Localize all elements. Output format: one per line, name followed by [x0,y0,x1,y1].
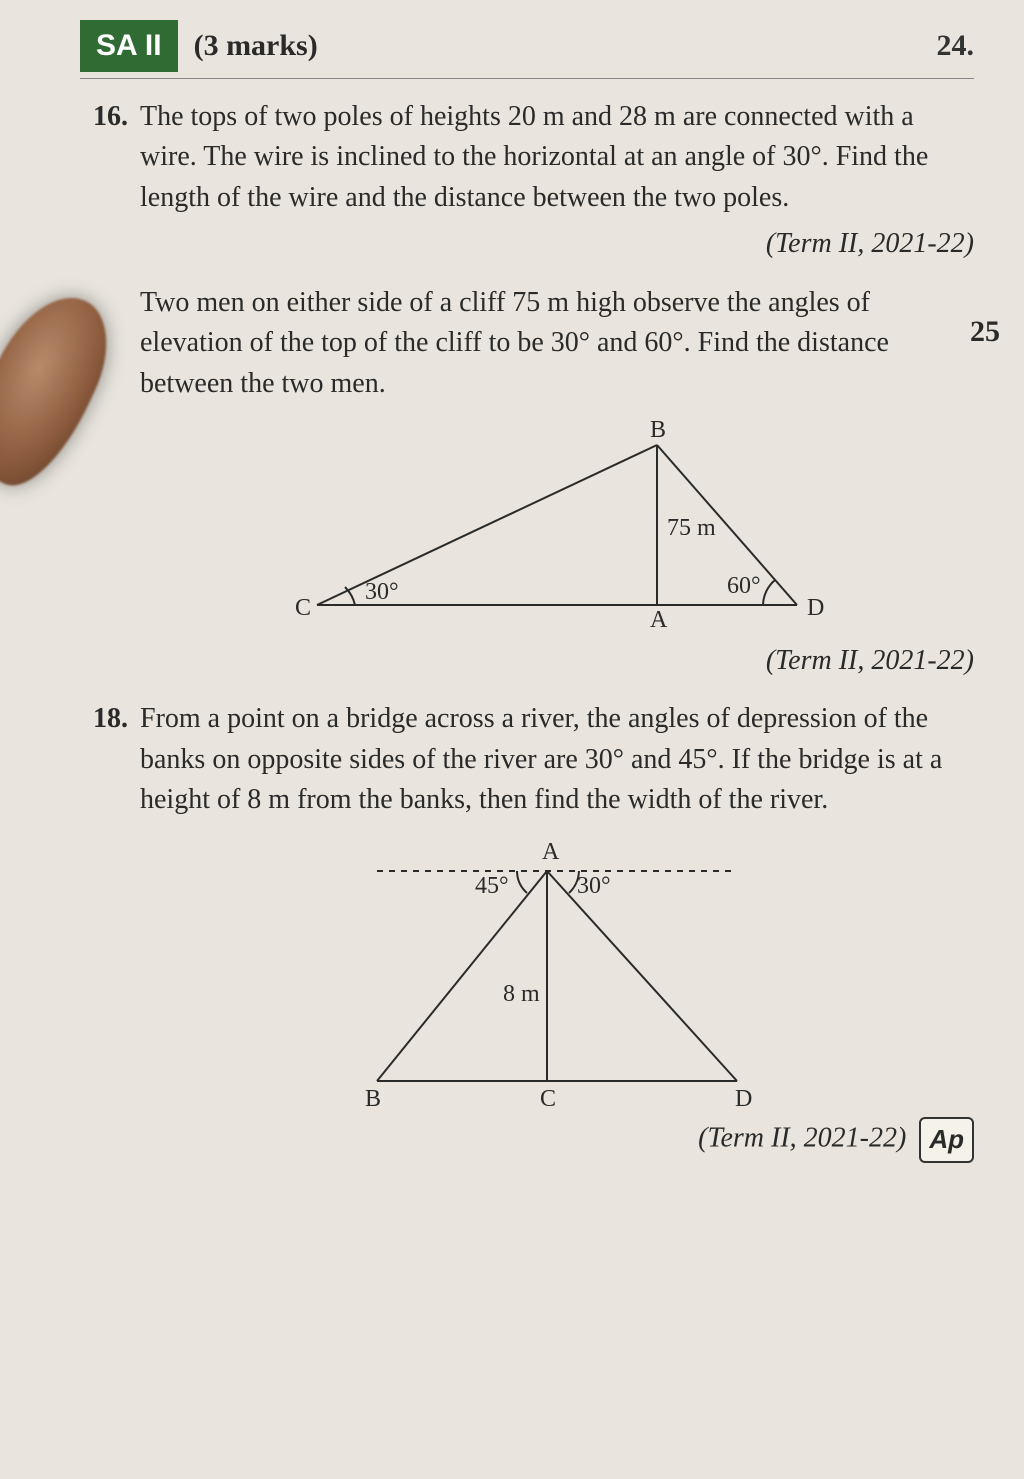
term-label: (Term II, 2021-22) [140,224,974,265]
label-C: C [295,595,311,621]
angle-right: 30° [577,873,611,899]
marks-label: (3 marks) [194,24,318,68]
section-badge: SA II [80,20,178,72]
angle-left: 45° [475,873,509,899]
diagram-q17: B C A D 75 m 30° 60° [277,415,837,635]
term-label: (Term II, 2021-22) [140,641,974,682]
question-number: 18. [80,699,140,1162]
label-B: B [650,417,666,443]
question-16: 16. The tops of two poles of heights 20 … [80,97,974,265]
label-D: D [807,595,824,621]
diagram-q18: A B C D 8 m 45° 30° [317,831,797,1111]
question-text: From a point on a bridge across a river,… [140,699,974,821]
side-number-25: 25 [970,310,1000,354]
side-number-24: 24. [937,24,975,68]
angle-right: 60° [727,573,761,599]
question-18: 18. From a point on a bridge across a ri… [80,699,974,1162]
question-number: 16. [80,97,140,265]
label-B: B [365,1086,381,1111]
label-D: D [735,1086,752,1111]
term-label: (Term II, 2021-22) [698,1122,906,1153]
label-C: C [540,1086,556,1111]
label-A: A [650,607,668,633]
angle-left: 30° [365,579,399,605]
ap-badge: Ap [919,1117,974,1163]
question-17: Two men on either side of a cliff 75 m h… [80,283,974,681]
term-row: (Term II, 2021-22) Ap [140,1117,974,1163]
question-text: Two men on either side of a cliff 75 m h… [140,283,974,405]
question-text: The tops of two poles of heights 20 m an… [140,97,974,219]
label-A: A [542,839,560,865]
height-label: 8 m [503,981,540,1007]
section-header: SA II (3 marks) 24. [80,20,974,79]
height-label: 75 m [667,515,716,541]
